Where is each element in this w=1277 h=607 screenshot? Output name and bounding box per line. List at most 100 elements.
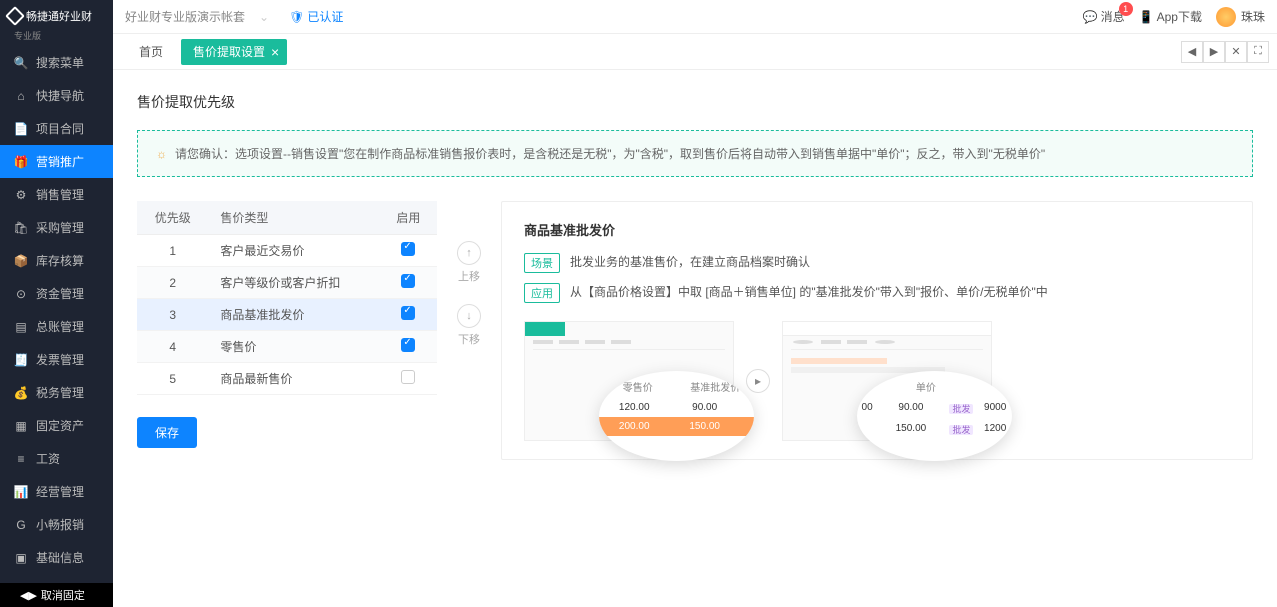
coin-icon: ⊙ [14, 287, 28, 301]
tab-active-label: 售价提取设置 [193, 43, 265, 60]
sidebar-item-label: 资金管理 [36, 285, 84, 302]
tab-bar: 首页 售价提取设置 × ◀ ▶ ✕ ⛶ [113, 34, 1277, 70]
app-label: App下载 [1157, 8, 1202, 25]
demo-cell: 200.00 [599, 421, 669, 432]
user-menu[interactable]: 珠珠 [1216, 7, 1265, 27]
row-priority: 3 [137, 299, 208, 331]
demo-right-bubble: ⇅ 单价 00 90.00 批发 9000 150.00 [857, 371, 1012, 461]
home-icon: ⌂ [14, 89, 28, 103]
messages-button[interactable]: 💬 消息 1 [1083, 8, 1125, 25]
table-row[interactable]: 2客户等级价或客户折扣 [137, 267, 437, 299]
table-row[interactable]: 1客户最近交易价 [137, 235, 437, 267]
sidebar-item-label: 总账管理 [36, 318, 84, 335]
sidebar-item-10[interactable]: 💰税务管理 [0, 376, 113, 409]
row-type: 客户最近交易价 [208, 235, 379, 267]
cart-icon: ⚙ [14, 188, 28, 202]
sidebar-item-9[interactable]: 🧾发票管理 [0, 343, 113, 376]
demo-cell [740, 402, 754, 413]
demo-col2: 基准批发价 [677, 379, 755, 394]
ledger-icon: ▤ [14, 320, 28, 334]
user-name: 珠珠 [1241, 8, 1265, 25]
tenant-name: 好业财专业版演示帐套 [125, 8, 245, 25]
scene-text: 批发业务的基准售价，在建立商品档案时确认 [570, 253, 810, 270]
app-text: 从【商品价格设置】中取 [商品＋销售单位] 的"基准批发价"带入到"报价、单价/… [570, 283, 1048, 300]
tab-next-button[interactable]: ▶ [1203, 41, 1225, 63]
close-icon[interactable]: × [271, 44, 279, 60]
demo-illustration: 零售价 基准批发价 120.00 90.00 200.00 150.00 [524, 321, 1230, 441]
table-row[interactable]: 3商品基准批发价 [137, 299, 437, 331]
move-up-label: 上移 [457, 268, 481, 284]
lightbulb-icon: ☼ [156, 147, 167, 161]
box-icon: 📦 [14, 254, 28, 268]
sidebar-item-6[interactable]: 📦库存核算 [0, 244, 113, 277]
sidebar-item-2[interactable]: 📄 项目合同 [0, 112, 113, 145]
sidebar-item-label: 采购管理 [36, 219, 84, 236]
sidebar-item-4[interactable]: ⚙销售管理 [0, 178, 113, 211]
tab-home[interactable]: 首页 [129, 43, 173, 60]
enable-checkbox[interactable] [401, 338, 415, 352]
sidebar-item-label: 发票管理 [36, 351, 84, 368]
pin-label: 取消固定 [41, 587, 85, 603]
demo-cell: 150.00 [877, 423, 944, 436]
fullscreen-button[interactable]: ⛶ [1247, 41, 1269, 63]
salary-icon: ≡ [14, 452, 28, 466]
file-icon: 📄 [14, 122, 28, 136]
table-row[interactable]: 4零售价 [137, 331, 437, 363]
row-priority: 4 [137, 331, 208, 363]
topbar: 好业财专业版演示帐套 ⌄ 🛡 已认证 💬 消息 1 📱 App下载 珠珠 [113, 0, 1277, 34]
bag-icon: 🛍 [14, 221, 28, 235]
move-up-button[interactable]: ↑ [457, 241, 481, 265]
sidebar-item-11[interactable]: ▦固定资产 [0, 409, 113, 442]
phone-icon: 📱 [1139, 10, 1154, 24]
move-controls: ↑ 上移 ↓ 下移 [457, 201, 481, 347]
demo-cell: 00 [857, 402, 877, 415]
tax-icon: 💰 [14, 386, 28, 400]
sidebar-item-13[interactable]: 📊经营管理 [0, 475, 113, 508]
sidebar-item-5[interactable]: 🛍 采购管理 [0, 211, 113, 244]
tab-active[interactable]: 售价提取设置 × [181, 39, 287, 65]
app-download-button[interactable]: 📱 App下载 [1139, 8, 1202, 25]
chat-icon: 💬 [1083, 10, 1098, 24]
sidebar-item-label: 基础信息 [36, 549, 84, 566]
demo-cell: 90.00 [877, 402, 944, 415]
move-down-label: 下移 [457, 331, 481, 347]
sidebar-item-label: 项目合同 [36, 120, 84, 137]
priority-table: 优先级 售价类型 启用 1客户最近交易价2客户等级价或客户折扣3商品基准批发价4… [137, 201, 437, 395]
enable-checkbox[interactable] [401, 370, 415, 384]
tenant-selector[interactable]: 好业财专业版演示帐套 ⌄ [125, 8, 269, 25]
table-row[interactable]: 5商品最新售价 [137, 363, 437, 395]
tab-prev-button[interactable]: ◀ [1181, 41, 1203, 63]
row-type: 零售价 [208, 331, 379, 363]
verified-label: 已认证 [307, 8, 343, 25]
sidebar-item-15[interactable]: ▣基础信息 [0, 541, 113, 574]
sidebar-item-label: 工资 [36, 450, 60, 467]
enable-checkbox[interactable] [401, 306, 415, 320]
search-icon: 🔍 [14, 56, 28, 70]
sidebar: 畅捷通好业财 专业版 🔍搜索菜单⌂快捷导航📄项目合同🎁营销推广⚙销售管理🛍采购管… [0, 0, 113, 607]
tip-text: 请您确认：选项设置--销售设置"您在制作商品标准销售报价表时，是含税还是无税"，… [175, 145, 1045, 162]
pin-toggle[interactable]: ◀▶ 取消固定 [0, 583, 113, 607]
sidebar-item-3[interactable]: 🎁营销推广 [0, 145, 113, 178]
demo-right-col: 单价 [883, 379, 969, 394]
chevron-down-icon: ⌄ [259, 10, 269, 24]
col-enabled: 启用 [380, 201, 437, 235]
sidebar-item-7[interactable]: ⊙ 资金管理 [0, 277, 113, 310]
move-down-button[interactable]: ↓ [457, 304, 481, 328]
demo-cell: 90.00 [669, 402, 739, 413]
logo-icon [5, 6, 25, 26]
sidebar-item-14[interactable]: G小畅报销 [0, 508, 113, 541]
save-button[interactable]: 保存 [137, 417, 197, 448]
enable-checkbox[interactable] [401, 242, 415, 256]
detail-panel: 商品基准批发价 场景 批发业务的基准售价，在建立商品档案时确认 应用 从【商品价… [501, 201, 1253, 460]
content-area: 售价提取优先级 ☼ 请您确认：选项设置--销售设置"您在制作商品标准销售报价表时… [113, 70, 1277, 607]
row-type: 客户等级价或客户折扣 [208, 267, 379, 299]
enable-checkbox[interactable] [401, 274, 415, 288]
row-type: 商品最新售价 [208, 363, 379, 395]
gift-icon: 🎁 [14, 155, 28, 169]
tab-close-all-button[interactable]: ✕ [1225, 41, 1247, 63]
sidebar-item-1[interactable]: ⌂快捷导航 [0, 79, 113, 112]
brand-edition: 专业版 [0, 29, 113, 42]
sidebar-item-12[interactable]: ≡ 工资 [0, 442, 113, 475]
sidebar-item-8[interactable]: ▤ 总账管理 [0, 310, 113, 343]
sidebar-item-0[interactable]: 🔍搜索菜单 [0, 46, 113, 79]
